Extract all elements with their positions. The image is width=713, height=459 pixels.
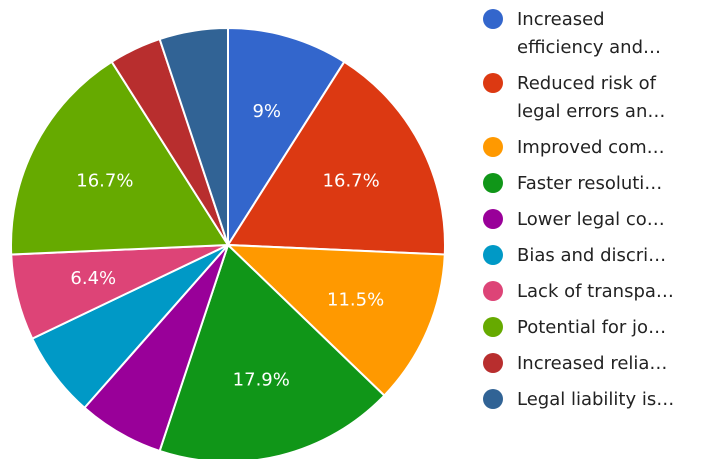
legend-item-8[interactable]: Increased relia… xyxy=(483,350,711,378)
legend: Increased efficiency and… Reduced risk of… xyxy=(483,6,711,422)
legend-swatch-0 xyxy=(483,9,503,29)
legend-item-2[interactable]: Improved com… xyxy=(483,134,711,162)
legend-label-8: Increased relia… xyxy=(517,353,668,374)
legend-item-6[interactable]: Lack of transpa… xyxy=(483,278,711,306)
legend-label-3: Faster resoluti… xyxy=(517,173,663,194)
pie-slice-7[interactable] xyxy=(10,60,230,256)
pie-slice-3[interactable] xyxy=(158,243,386,459)
pie-slice-9[interactable] xyxy=(158,26,229,246)
legend-swatch-2 xyxy=(483,137,503,157)
legend-label-9: Legal liability is… xyxy=(517,389,675,410)
slice-label-6: 6.4% xyxy=(70,268,116,289)
legend-item-3[interactable]: Faster resoluti… xyxy=(483,170,711,198)
legend-swatch-3 xyxy=(483,173,503,193)
slice-label-0: 9% xyxy=(252,101,281,122)
slice-label-1: 16.7% xyxy=(323,170,380,191)
legend-swatch-7 xyxy=(483,317,503,337)
legend-item-1[interactable]: Reduced risk of legal errors an… xyxy=(483,70,711,126)
legend-swatch-4 xyxy=(483,209,503,229)
legend-swatch-1 xyxy=(483,73,503,93)
legend-swatch-5 xyxy=(483,245,503,265)
legend-item-4[interactable]: Lower legal co… xyxy=(483,206,711,234)
legend-item-7[interactable]: Potential for jo… xyxy=(483,314,711,342)
pie-slice-0[interactable] xyxy=(227,26,346,249)
legend-item-9[interactable]: Legal liability is… xyxy=(483,386,711,414)
legend-label-0: Increased efficiency and… xyxy=(517,9,661,58)
legend-item-0[interactable]: Increased efficiency and… xyxy=(483,6,711,62)
legend-label-1: Reduced risk of legal errors an… xyxy=(517,73,666,122)
legend-label-6: Lack of transpa… xyxy=(517,281,674,302)
pie-chart: 9% 16.7% 11.5% 17.9% 6.4% 16.7% xyxy=(10,26,446,459)
pie-slice-1[interactable] xyxy=(226,60,446,256)
slice-label-3: 17.9% xyxy=(233,369,290,390)
legend-swatch-9 xyxy=(483,389,503,409)
legend-label-4: Lower legal co… xyxy=(517,209,665,230)
pie-slice-2[interactable] xyxy=(225,243,446,397)
legend-swatch-6 xyxy=(483,281,503,301)
legend-label-2: Improved com… xyxy=(517,137,665,158)
slice-label-7: 16.7% xyxy=(76,170,133,191)
legend-item-5[interactable]: Bias and discri… xyxy=(483,242,711,270)
legend-label-7: Potential for jo… xyxy=(517,317,667,338)
legend-label-5: Bias and discri… xyxy=(517,245,667,266)
legend-swatch-8 xyxy=(483,353,503,373)
slice-label-2: 11.5% xyxy=(327,289,384,310)
